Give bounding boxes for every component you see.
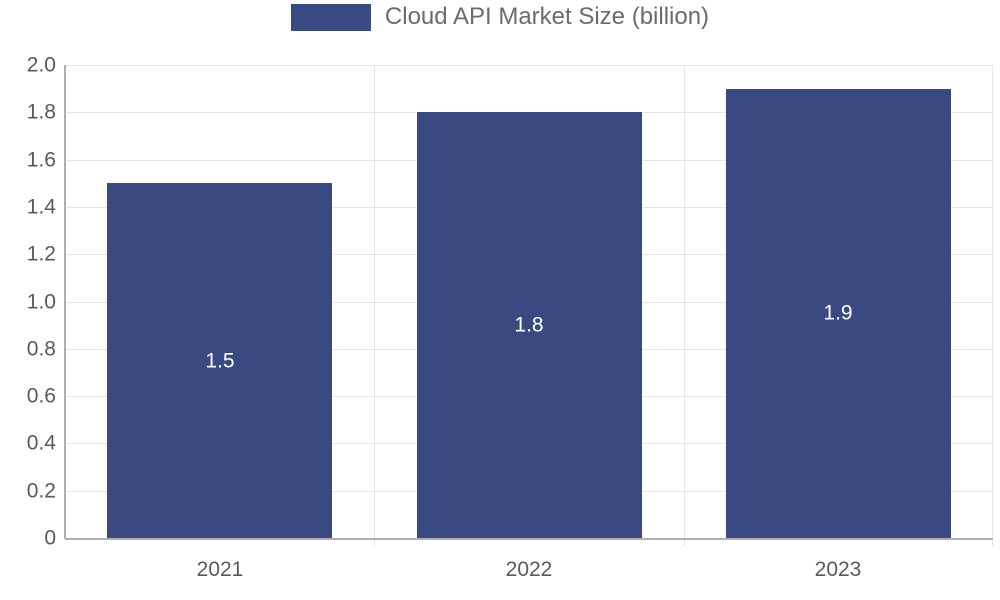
x-axis-tick-label: 2023 — [814, 558, 862, 581]
y-axis-tick-label: 1.4 — [26, 195, 56, 219]
gridline-vertical — [992, 65, 993, 546]
y-axis-tick-label: 1.8 — [26, 100, 56, 124]
gridline-horizontal — [65, 65, 993, 66]
bar-2023[interactable] — [726, 89, 951, 538]
x-axis-tick-label: 2022 — [505, 558, 553, 581]
x-axis-tick-labels: 2021 2022 2023 — [65, 559, 993, 591]
gridline-vertical — [374, 65, 375, 546]
y-axis-tick-label: 2.0 — [26, 53, 56, 77]
bar-2021[interactable] — [107, 183, 332, 538]
y-axis-tick-labels: 0 0.2 0.4 0.6 0.8 1.0 1.2 1.4 1.6 1.8 2.0 — [0, 0, 56, 600]
y-axis-tick-label: 0.8 — [26, 337, 56, 361]
y-axis-tick-label: 1.2 — [26, 242, 56, 266]
y-axis-tick-label: 1.6 — [26, 148, 56, 172]
x-axis-line — [65, 538, 993, 540]
y-axis-tick-label: 0 — [44, 526, 56, 550]
y-axis-line — [64, 65, 66, 539]
bar-2022[interactable] — [417, 112, 642, 538]
plot-area: 1.5 1.8 1.9 — [65, 65, 993, 546]
y-axis-tick-label: 0.4 — [26, 431, 56, 455]
x-axis-tick-label: 2021 — [196, 558, 244, 581]
legend-color-swatch — [290, 3, 371, 31]
legend-item-cloud-api-market-size[interactable]: Cloud API Market Size (billion) — [290, 3, 710, 31]
gridline-vertical — [684, 65, 685, 546]
y-axis-tick-label: 0.6 — [26, 384, 56, 408]
y-axis-tick-label: 0.2 — [26, 479, 56, 503]
legend-label: Cloud API Market Size (billion) — [384, 3, 710, 30]
y-axis-tick-label: 1.0 — [26, 290, 56, 313]
chart-legend: Cloud API Market Size (billion) — [0, 0, 1000, 62]
